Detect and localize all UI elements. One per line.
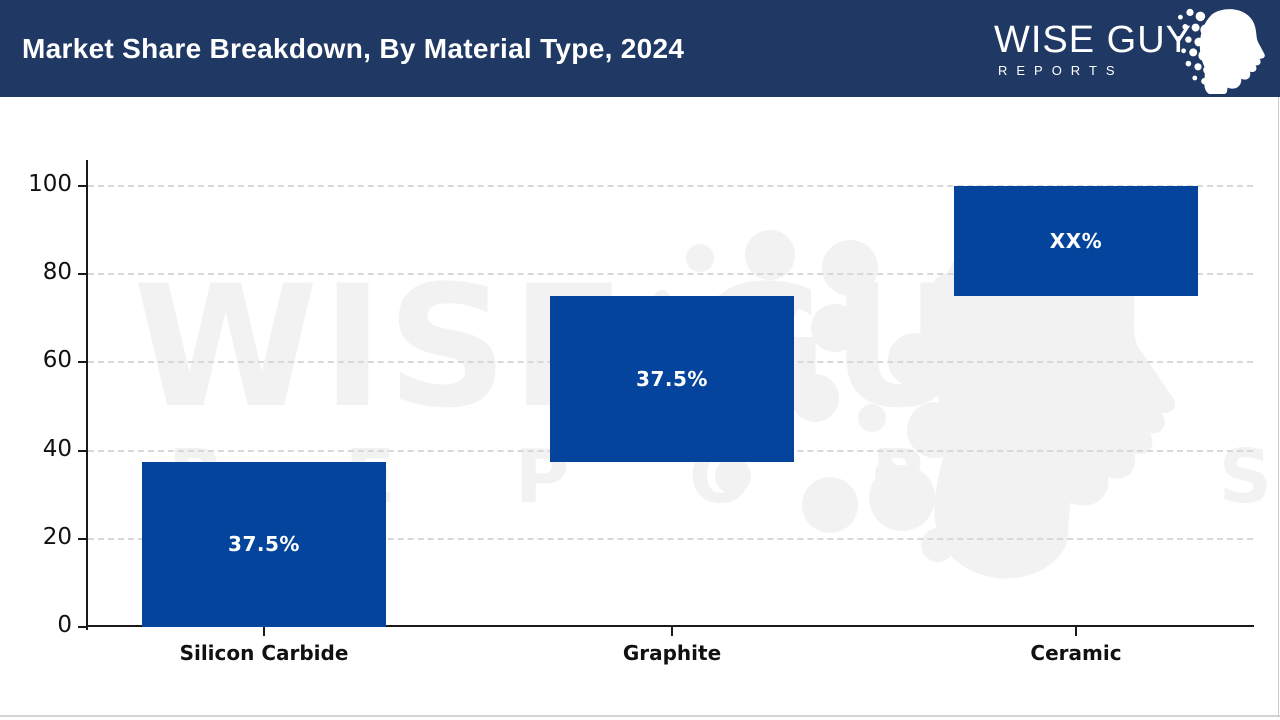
y-tick-mark <box>78 273 86 276</box>
bar-silicon-carbide: 37.5% <box>142 461 386 627</box>
x-category-label: Graphite <box>622 641 722 665</box>
plot-area: 0 20 40 60 80 100 37.5% 37.5% XX% Silicon Carbide… <box>28 160 1254 665</box>
y-tick-mark <box>78 361 86 364</box>
y-axis-line <box>86 160 88 630</box>
x-axis-line <box>86 625 1254 627</box>
bar-ceramic: XX% <box>954 186 1198 297</box>
bar-graphite: 37.5% <box>550 296 794 462</box>
gridline-y-80 <box>88 273 1253 276</box>
bottom-divider <box>0 715 1280 717</box>
brand-logo-text: WISE GUY REPORTS <box>994 21 1192 78</box>
brand-head-dots-icon <box>1176 8 1265 94</box>
brand-reports-label: REPORTS <box>997 63 1124 78</box>
y-tick-label: 60 <box>42 347 72 374</box>
bar-value-label: 37.5% <box>228 532 300 557</box>
header-bar: Market Share Breakdown, By Material Type… <box>0 0 1280 97</box>
x-tick-mark <box>671 627 673 636</box>
x-category-label: Silicon Carbide <box>179 641 349 665</box>
y-tick-label: 80 <box>42 259 72 286</box>
y-tick-mark <box>78 626 86 628</box>
x-category-label: Ceramic <box>1030 641 1122 665</box>
right-edge-divider <box>1278 97 1279 717</box>
y-tick-label: 100 <box>28 171 72 197</box>
gridline-y-100 <box>88 185 1253 187</box>
y-tick-label: 0 <box>57 612 72 638</box>
bar-value-label: XX% <box>1049 229 1103 254</box>
y-tick-label: 40 <box>42 435 72 462</box>
y-tick-mark <box>78 449 86 452</box>
brand-wordmark: WISE GUY <box>993 19 1192 61</box>
bar-value-label: 37.5% <box>636 366 708 391</box>
y-tick-mark <box>78 185 86 187</box>
brand-logo: WISE GUY REPORTS <box>994 6 1266 94</box>
y-tick-label: 20 <box>42 523 72 550</box>
x-tick-mark <box>1075 627 1077 636</box>
gridline-y-20 <box>88 537 1253 540</box>
y-tick-mark <box>78 537 86 540</box>
page-title: Market Share Breakdown, By Material Type… <box>22 32 685 64</box>
x-tick-mark <box>263 627 265 636</box>
